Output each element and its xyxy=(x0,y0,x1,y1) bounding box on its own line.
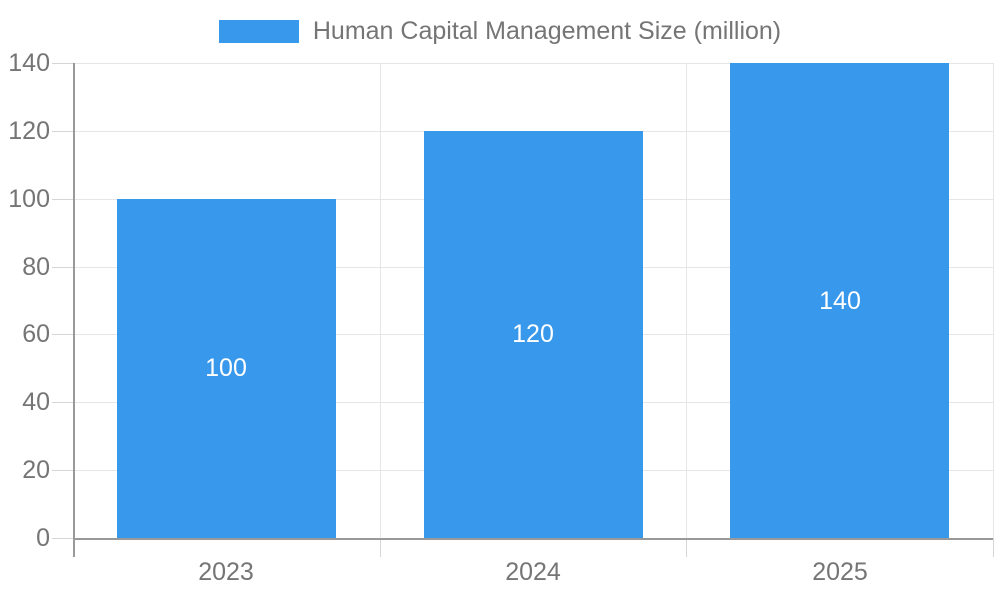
y-axis-label-20: 20 xyxy=(22,456,50,484)
gridline-y-140 xyxy=(73,63,993,64)
y-axis-label-60: 60 xyxy=(22,320,50,348)
x-tick-1 xyxy=(380,538,381,557)
plot-right-border xyxy=(993,63,994,538)
legend[interactable]: Human Capital Management Size (million) xyxy=(0,17,1000,45)
y-axis-label-40: 40 xyxy=(22,388,50,416)
y-tick-120 xyxy=(52,131,73,132)
x-axis-label-2023: 2023 xyxy=(198,558,254,586)
y-tick-20 xyxy=(52,470,73,471)
y-axis-label-0: 0 xyxy=(36,524,50,552)
bar-2024[interactable] xyxy=(424,131,643,538)
x-axis-label-2025: 2025 xyxy=(812,558,868,586)
legend-label: Human Capital Management Size (million) xyxy=(312,16,782,45)
y-tick-60 xyxy=(52,334,73,335)
legend-swatch xyxy=(218,19,299,43)
y-axis-label-80: 80 xyxy=(22,253,50,281)
y-tick-0 xyxy=(52,538,73,539)
gridline-x-boundary-1 xyxy=(380,63,381,538)
bar-2025[interactable] xyxy=(730,63,949,538)
y-tick-80 xyxy=(52,267,73,268)
bar-value-label-2024: 120 xyxy=(512,320,554,348)
x-axis-line xyxy=(73,538,993,540)
y-axis-label-100: 100 xyxy=(8,185,50,213)
y-tick-140 xyxy=(52,63,73,64)
bar-2023[interactable] xyxy=(117,199,336,538)
y-axis-line xyxy=(73,63,75,557)
y-axis-label-140: 140 xyxy=(8,49,50,77)
y-tick-40 xyxy=(52,402,73,403)
x-tick-2 xyxy=(686,538,687,557)
y-axis-label-120: 120 xyxy=(8,117,50,145)
x-tick-3 xyxy=(993,538,994,557)
bar-value-label-2023: 100 xyxy=(205,354,247,382)
bar-value-label-2025: 140 xyxy=(819,287,861,315)
x-axis-label-2024: 2024 xyxy=(505,558,561,586)
gridline-x-boundary-2 xyxy=(686,63,687,538)
y-tick-100 xyxy=(52,199,73,200)
